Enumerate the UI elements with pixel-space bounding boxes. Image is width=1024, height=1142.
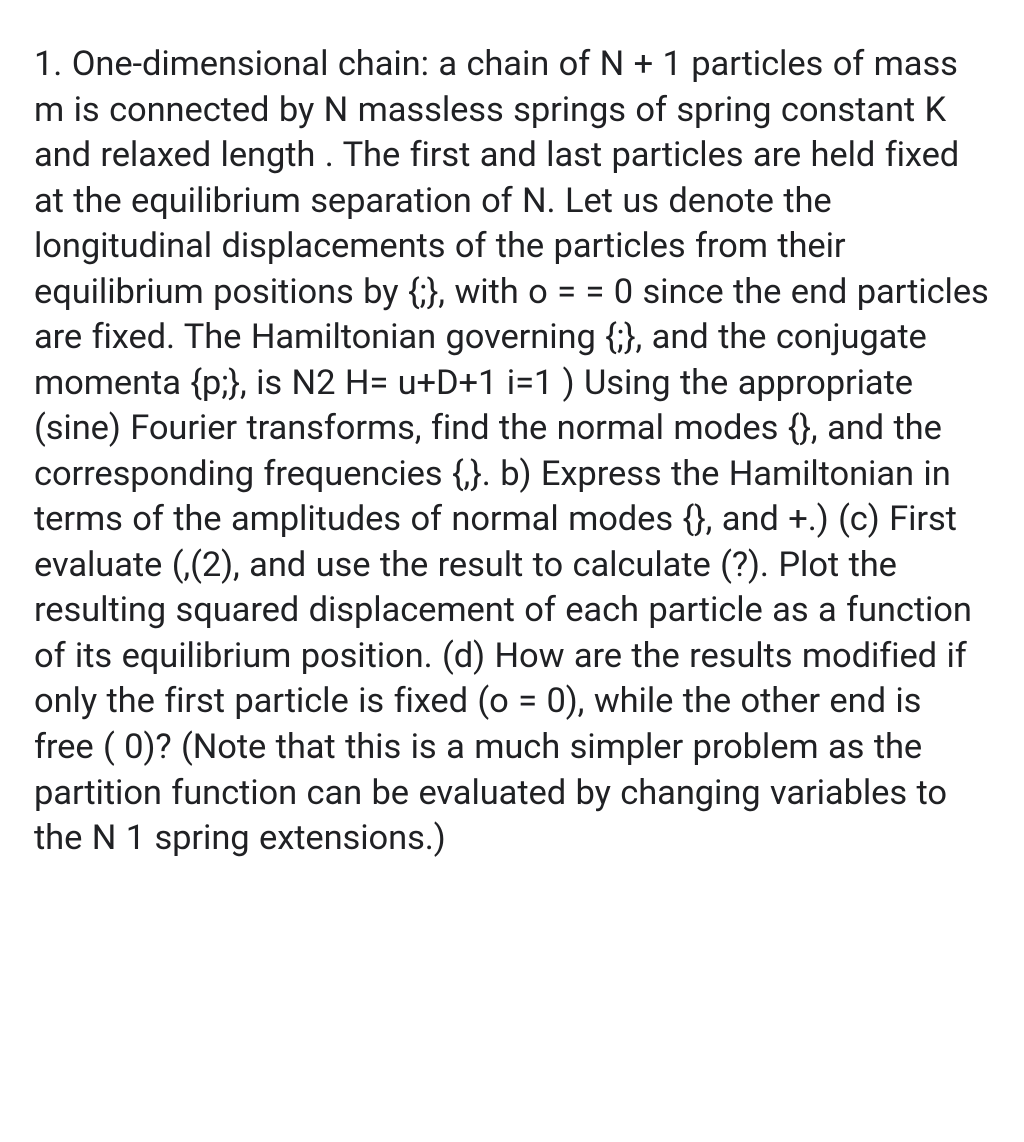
problem-text: 1. One-dimensional chain: a chain of N +… — [34, 42, 990, 862]
document-page: 1. One-dimensional chain: a chain of N +… — [0, 0, 1024, 1142]
